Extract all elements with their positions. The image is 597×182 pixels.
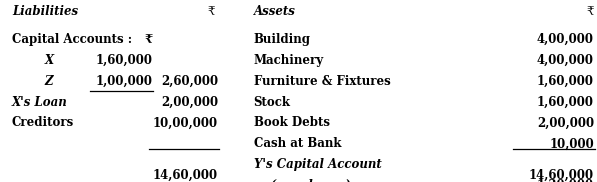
Text: ₹: ₹: [144, 33, 152, 46]
Text: 1,60,000: 1,60,000: [96, 54, 152, 67]
Text: (overdrawn): (overdrawn): [254, 179, 350, 182]
Text: ₹: ₹: [586, 5, 594, 18]
Text: ₹: ₹: [207, 5, 215, 18]
Text: Y's Capital Account: Y's Capital Account: [254, 158, 381, 171]
Text: 10,00,000: 10,00,000: [153, 116, 218, 129]
Text: 4,00,000: 4,00,000: [537, 33, 594, 46]
Text: 1,30,000: 1,30,000: [537, 179, 594, 182]
Text: Stock: Stock: [254, 96, 291, 108]
Text: Machinery: Machinery: [254, 54, 324, 67]
Text: 2,00,000: 2,00,000: [161, 96, 218, 108]
Text: 1,00,000: 1,00,000: [96, 75, 152, 88]
Text: Building: Building: [254, 33, 310, 46]
Text: 14,60,000: 14,60,000: [153, 169, 218, 182]
Text: 10,000: 10,000: [549, 137, 594, 150]
Text: Capital Accounts :: Capital Accounts :: [12, 33, 132, 46]
Text: Book Debts: Book Debts: [254, 116, 330, 129]
Text: 14,60,000: 14,60,000: [529, 169, 594, 182]
Text: 1,60,000: 1,60,000: [537, 96, 594, 108]
Text: Creditors: Creditors: [12, 116, 74, 129]
Text: 2,00,000: 2,00,000: [537, 116, 594, 129]
Text: Z: Z: [45, 75, 53, 88]
Text: Assets: Assets: [254, 5, 296, 18]
Text: X: X: [45, 54, 54, 67]
Text: X's Loan: X's Loan: [12, 96, 67, 108]
Text: 4,00,000: 4,00,000: [537, 54, 594, 67]
Text: Furniture & Fixtures: Furniture & Fixtures: [254, 75, 390, 88]
Text: 2,60,000: 2,60,000: [161, 75, 218, 88]
Text: 1,60,000: 1,60,000: [537, 75, 594, 88]
Text: Liabilities: Liabilities: [12, 5, 78, 18]
Text: Cash at Bank: Cash at Bank: [254, 137, 341, 150]
